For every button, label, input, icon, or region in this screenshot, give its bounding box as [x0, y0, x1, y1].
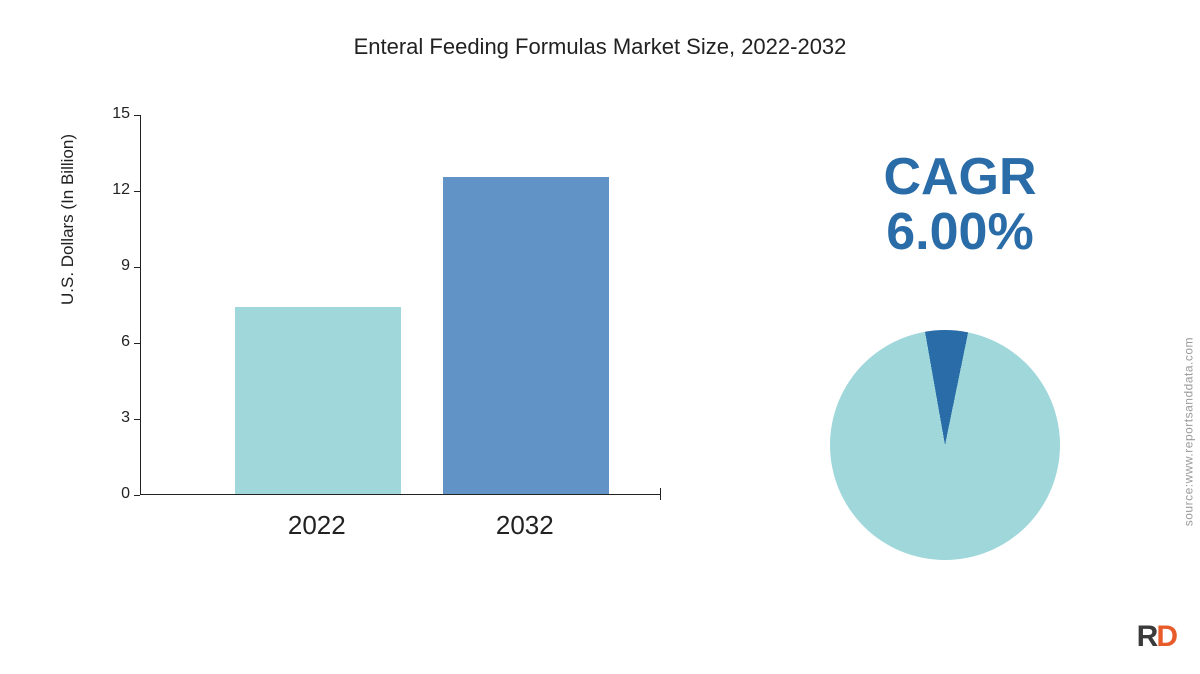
y-tick-mark	[134, 495, 140, 496]
x-label-2032: 2032	[442, 510, 608, 541]
cagr-block: CAGR 6.00%	[800, 150, 1120, 259]
cagr-value: 6.00%	[800, 205, 1120, 260]
logo-d: D	[1156, 620, 1176, 653]
x-axis-endcap	[660, 488, 662, 500]
y-tick-mark	[134, 115, 140, 116]
source-credit: source:www.reportsanddata.com	[1181, 337, 1195, 526]
y-tick-label: 12	[100, 181, 130, 199]
plot-area	[140, 115, 660, 495]
pie-chart	[830, 330, 1060, 560]
y-tick-label: 15	[100, 105, 130, 123]
x-label-2022: 2022	[234, 510, 400, 541]
y-tick-mark	[134, 191, 140, 192]
pie-disc	[830, 330, 1060, 560]
bar-2022	[235, 307, 401, 494]
y-tick-label: 6	[100, 333, 130, 351]
bar-2032	[443, 177, 609, 494]
brand-logo: RD	[1137, 620, 1176, 654]
y-tick-mark	[134, 267, 140, 268]
y-axis-label: U.S. Dollars (In Billion)	[58, 134, 78, 305]
bar-chart	[140, 115, 660, 495]
y-tick-label: 9	[100, 257, 130, 275]
cagr-label: CAGR	[800, 150, 1120, 205]
chart-title: Enteral Feeding Formulas Market Size, 20…	[0, 34, 1200, 60]
y-tick-mark	[134, 343, 140, 344]
y-tick-label: 3	[100, 409, 130, 427]
logo-r: R	[1137, 620, 1157, 653]
y-tick-label: 0	[100, 485, 130, 503]
y-tick-mark	[134, 419, 140, 420]
